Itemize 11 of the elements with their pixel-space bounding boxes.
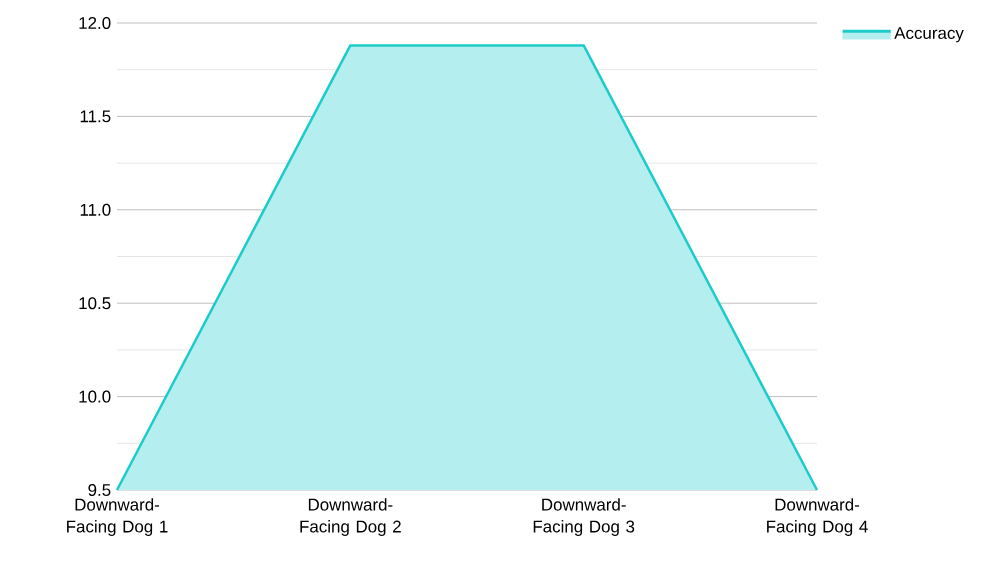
y-tick-label: 10.0 [79,390,111,403]
y-tick-label: 10.5 [79,297,111,310]
x-tick-label: Downward-Facing Dog 4 [767,498,868,536]
x-tick-label: Downward-Facing Dog 1 [67,498,168,536]
legend-label: Accuracy [894,27,964,43]
y-tick-label: 11.0 [80,203,111,216]
x-tick-label: Downward-Facing Dog 2 [300,498,401,536]
x-tick-label: Downward-Facing Dog 3 [533,498,635,536]
y-tick-label: 9.5 [88,484,111,496]
y-tick-label: 12.0 [79,17,111,29]
y-tick-label: 11.5 [80,110,111,123]
